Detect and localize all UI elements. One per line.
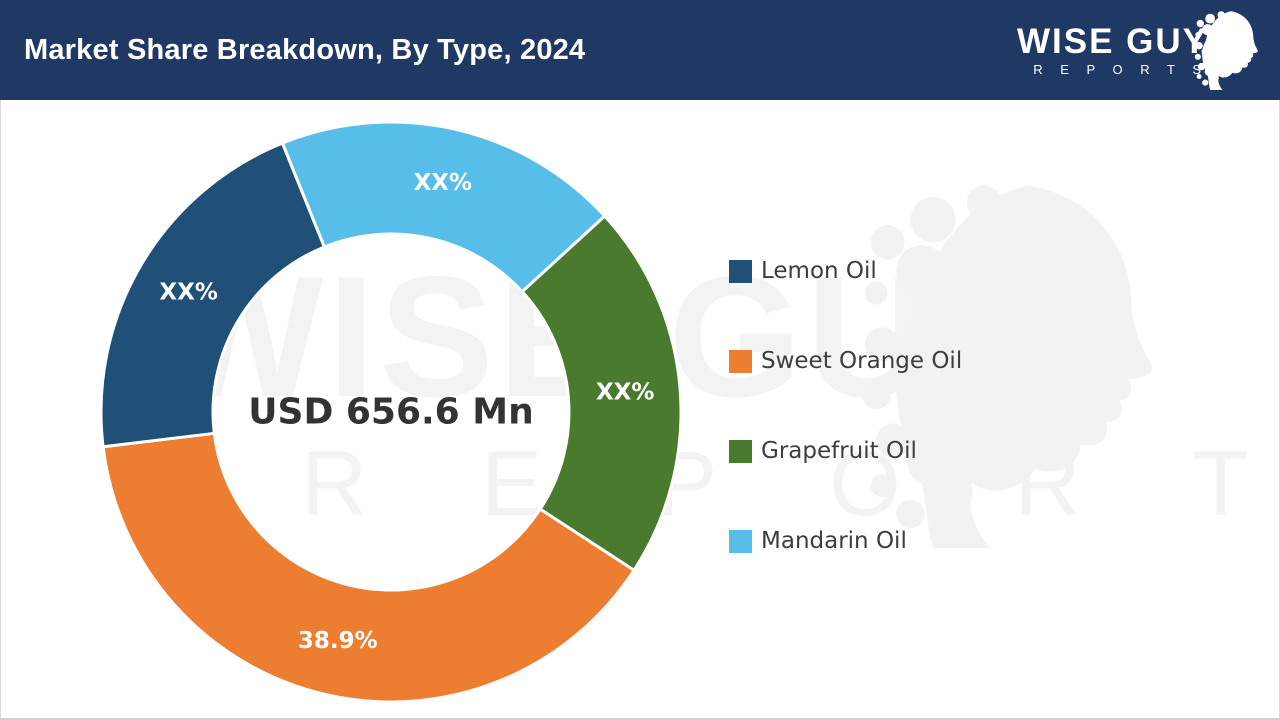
legend-label-grapefruit-oil: Grapefruit Oil [761, 437, 917, 464]
watermark-reports: R E P O R T S [301, 433, 1279, 535]
slice-label-sweet-orange-oil: 38.9% [298, 628, 378, 654]
page-title: Market Share Breakdown, By Type, 2024 [24, 33, 586, 66]
donut-slice-mandarin-oil[interactable] [280, 120, 607, 294]
legend-item-sweet-orange-oil[interactable]: Sweet Orange Oil [729, 346, 962, 376]
legend-label-lemon-oil: Lemon Oil [761, 257, 877, 284]
header: Market Share Breakdown, By Type, 2024 WI… [0, 0, 1280, 100]
slice-label-lemon-oil: XX% [159, 280, 218, 306]
legend-item-lemon-oil[interactable]: Lemon Oil [729, 256, 962, 286]
legend-label-mandarin-oil: Mandarin Oil [761, 527, 907, 554]
logo-wordmark: WISE GUY R E P O R T S [1017, 24, 1208, 77]
legend-item-grapefruit-oil[interactable]: Grapefruit Oil [729, 436, 962, 466]
donut-slice-sweet-orange-oil[interactable] [101, 431, 636, 704]
legend-label-sweet-orange-oil: Sweet Orange Oil [761, 347, 963, 374]
slice-label-grapefruit-oil: XX% [596, 380, 655, 406]
logo-line2: R E P O R T S [1033, 61, 1208, 77]
donut-center-value: USD 656.6 Mn [248, 391, 534, 433]
donut-chart: XX% XX% 38.9% XX% [99, 120, 683, 704]
logo-line1: WISE GUY [1016, 21, 1208, 61]
legend-item-mandarin-oil[interactable]: Mandarin Oil [729, 526, 962, 556]
slice-label-mandarin-oil: XX% [414, 170, 473, 196]
face-profile-icon [1194, 11, 1258, 90]
wise-guy-logo: WISE GUY R E P O R T S [1017, 10, 1262, 90]
legend: Lemon Oil Sweet Orange Oil Grapefruit Oil M… [729, 256, 962, 556]
legend-swatch-sweet-orange-oil [729, 349, 752, 373]
donut-slice-grapefruit-oil[interactable] [520, 214, 683, 572]
legend-swatch-grapefruit-oil [729, 439, 752, 463]
legend-swatch-lemon-oil [729, 259, 752, 283]
chart-area: WISE GUY R E P O R T S XX%XX%38.9%XX% US… [0, 100, 1280, 720]
legend-swatch-mandarin-oil [729, 529, 752, 553]
donut-slice-lemon-oil[interactable] [99, 141, 326, 449]
